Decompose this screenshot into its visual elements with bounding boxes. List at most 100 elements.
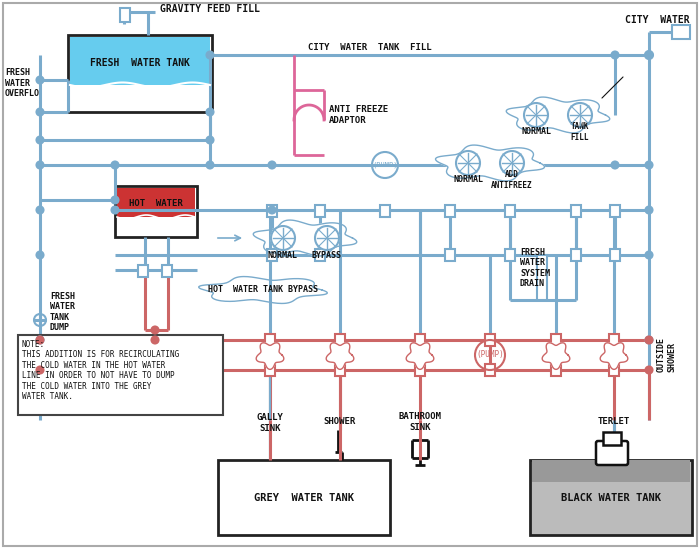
Circle shape bbox=[645, 251, 652, 259]
Text: OUTSIDE
SHOWER: OUTSIDE SHOWER bbox=[657, 338, 676, 373]
Text: BYPASS: BYPASS bbox=[312, 250, 342, 260]
FancyBboxPatch shape bbox=[380, 205, 390, 217]
Polygon shape bbox=[456, 151, 480, 175]
Text: NORMAL: NORMAL bbox=[268, 250, 298, 260]
Circle shape bbox=[645, 337, 652, 344]
Circle shape bbox=[269, 161, 276, 169]
FancyBboxPatch shape bbox=[120, 8, 130, 22]
Text: SHOWER: SHOWER bbox=[324, 417, 356, 427]
Circle shape bbox=[36, 76, 43, 83]
Text: HOT  WATER TANK BYPASS: HOT WATER TANK BYPASS bbox=[208, 285, 318, 294]
Text: CITY  WATER: CITY WATER bbox=[625, 15, 690, 25]
FancyBboxPatch shape bbox=[603, 432, 621, 445]
Text: NOTE:
THIS ADDITION IS FOR RECIRCULATING
THE COLD WATER IN THE HOT WATER
LINE IN: NOTE: THIS ADDITION IS FOR RECIRCULATING… bbox=[22, 340, 179, 401]
FancyBboxPatch shape bbox=[485, 334, 495, 346]
Polygon shape bbox=[524, 103, 548, 127]
FancyBboxPatch shape bbox=[115, 186, 197, 237]
Polygon shape bbox=[406, 343, 434, 369]
FancyBboxPatch shape bbox=[551, 334, 561, 346]
Circle shape bbox=[36, 337, 43, 344]
FancyBboxPatch shape bbox=[415, 364, 425, 376]
Circle shape bbox=[612, 161, 619, 169]
FancyBboxPatch shape bbox=[596, 441, 628, 465]
Polygon shape bbox=[253, 220, 357, 256]
FancyBboxPatch shape bbox=[315, 205, 325, 217]
Text: BATHROOM
SINK: BATHROOM SINK bbox=[398, 412, 442, 432]
Polygon shape bbox=[500, 151, 524, 175]
Polygon shape bbox=[256, 343, 284, 369]
Text: CITY  WATER  TANK  FILL: CITY WATER TANK FILL bbox=[308, 43, 432, 53]
Circle shape bbox=[645, 51, 653, 59]
Circle shape bbox=[36, 161, 43, 169]
Circle shape bbox=[36, 137, 43, 143]
Text: TERLET: TERLET bbox=[598, 417, 630, 427]
Polygon shape bbox=[315, 226, 339, 250]
Polygon shape bbox=[326, 343, 354, 369]
Polygon shape bbox=[199, 277, 328, 304]
FancyBboxPatch shape bbox=[610, 205, 620, 217]
Text: GREY  WATER TANK: GREY WATER TANK bbox=[254, 493, 354, 503]
Text: HOT  WATER: HOT WATER bbox=[129, 199, 183, 208]
Circle shape bbox=[206, 161, 214, 169]
FancyBboxPatch shape bbox=[532, 460, 690, 482]
Circle shape bbox=[36, 367, 43, 373]
FancyBboxPatch shape bbox=[609, 364, 619, 376]
Circle shape bbox=[645, 367, 652, 373]
Circle shape bbox=[206, 52, 214, 59]
Text: GRAVITY FEED FILL: GRAVITY FEED FILL bbox=[160, 4, 260, 14]
Text: TANK
FILL: TANK FILL bbox=[570, 122, 589, 142]
Text: ADD
ANTIFREEZ: ADD ANTIFREEZ bbox=[491, 170, 533, 190]
FancyBboxPatch shape bbox=[315, 249, 325, 261]
Circle shape bbox=[645, 206, 652, 214]
FancyBboxPatch shape bbox=[571, 249, 581, 261]
Polygon shape bbox=[568, 103, 592, 127]
FancyBboxPatch shape bbox=[445, 205, 455, 217]
Text: (PUMP): (PUMP) bbox=[372, 162, 398, 168]
Circle shape bbox=[645, 161, 652, 169]
Text: (PUMP): (PUMP) bbox=[476, 350, 504, 360]
FancyBboxPatch shape bbox=[267, 205, 277, 217]
Polygon shape bbox=[506, 97, 610, 133]
FancyBboxPatch shape bbox=[485, 364, 495, 376]
Polygon shape bbox=[271, 226, 295, 250]
FancyBboxPatch shape bbox=[551, 364, 561, 376]
Text: NORMAL: NORMAL bbox=[453, 176, 483, 184]
FancyBboxPatch shape bbox=[505, 249, 515, 261]
Circle shape bbox=[111, 206, 118, 214]
FancyBboxPatch shape bbox=[571, 205, 581, 217]
FancyBboxPatch shape bbox=[218, 460, 390, 535]
FancyBboxPatch shape bbox=[138, 265, 148, 277]
FancyBboxPatch shape bbox=[610, 249, 620, 261]
Text: GALLY
SINK: GALLY SINK bbox=[257, 413, 284, 433]
Circle shape bbox=[206, 137, 214, 143]
FancyBboxPatch shape bbox=[68, 35, 212, 112]
Polygon shape bbox=[600, 343, 628, 369]
Circle shape bbox=[151, 337, 158, 344]
Circle shape bbox=[36, 251, 43, 259]
FancyBboxPatch shape bbox=[265, 364, 275, 376]
Text: ANTI FREEZE
ADAPTOR: ANTI FREEZE ADAPTOR bbox=[329, 105, 388, 125]
Polygon shape bbox=[542, 343, 570, 369]
FancyBboxPatch shape bbox=[672, 25, 690, 39]
FancyBboxPatch shape bbox=[18, 335, 223, 415]
Circle shape bbox=[36, 109, 43, 115]
FancyBboxPatch shape bbox=[609, 334, 619, 346]
FancyBboxPatch shape bbox=[445, 249, 455, 261]
FancyBboxPatch shape bbox=[537, 255, 547, 300]
FancyBboxPatch shape bbox=[3, 3, 697, 546]
FancyBboxPatch shape bbox=[505, 205, 515, 217]
Circle shape bbox=[36, 206, 43, 214]
Circle shape bbox=[645, 337, 652, 344]
Text: FRESH
WATER
TANK
DUMP: FRESH WATER TANK DUMP bbox=[50, 292, 75, 332]
FancyBboxPatch shape bbox=[530, 460, 692, 535]
Circle shape bbox=[612, 52, 619, 59]
Circle shape bbox=[151, 327, 158, 333]
Circle shape bbox=[269, 206, 276, 214]
FancyBboxPatch shape bbox=[117, 188, 195, 217]
Circle shape bbox=[206, 109, 214, 115]
Circle shape bbox=[111, 161, 118, 169]
Circle shape bbox=[111, 197, 118, 204]
FancyBboxPatch shape bbox=[267, 249, 277, 261]
Text: BLACK WATER TANK: BLACK WATER TANK bbox=[561, 493, 661, 503]
Text: FRESH  WATER TANK: FRESH WATER TANK bbox=[90, 58, 190, 68]
